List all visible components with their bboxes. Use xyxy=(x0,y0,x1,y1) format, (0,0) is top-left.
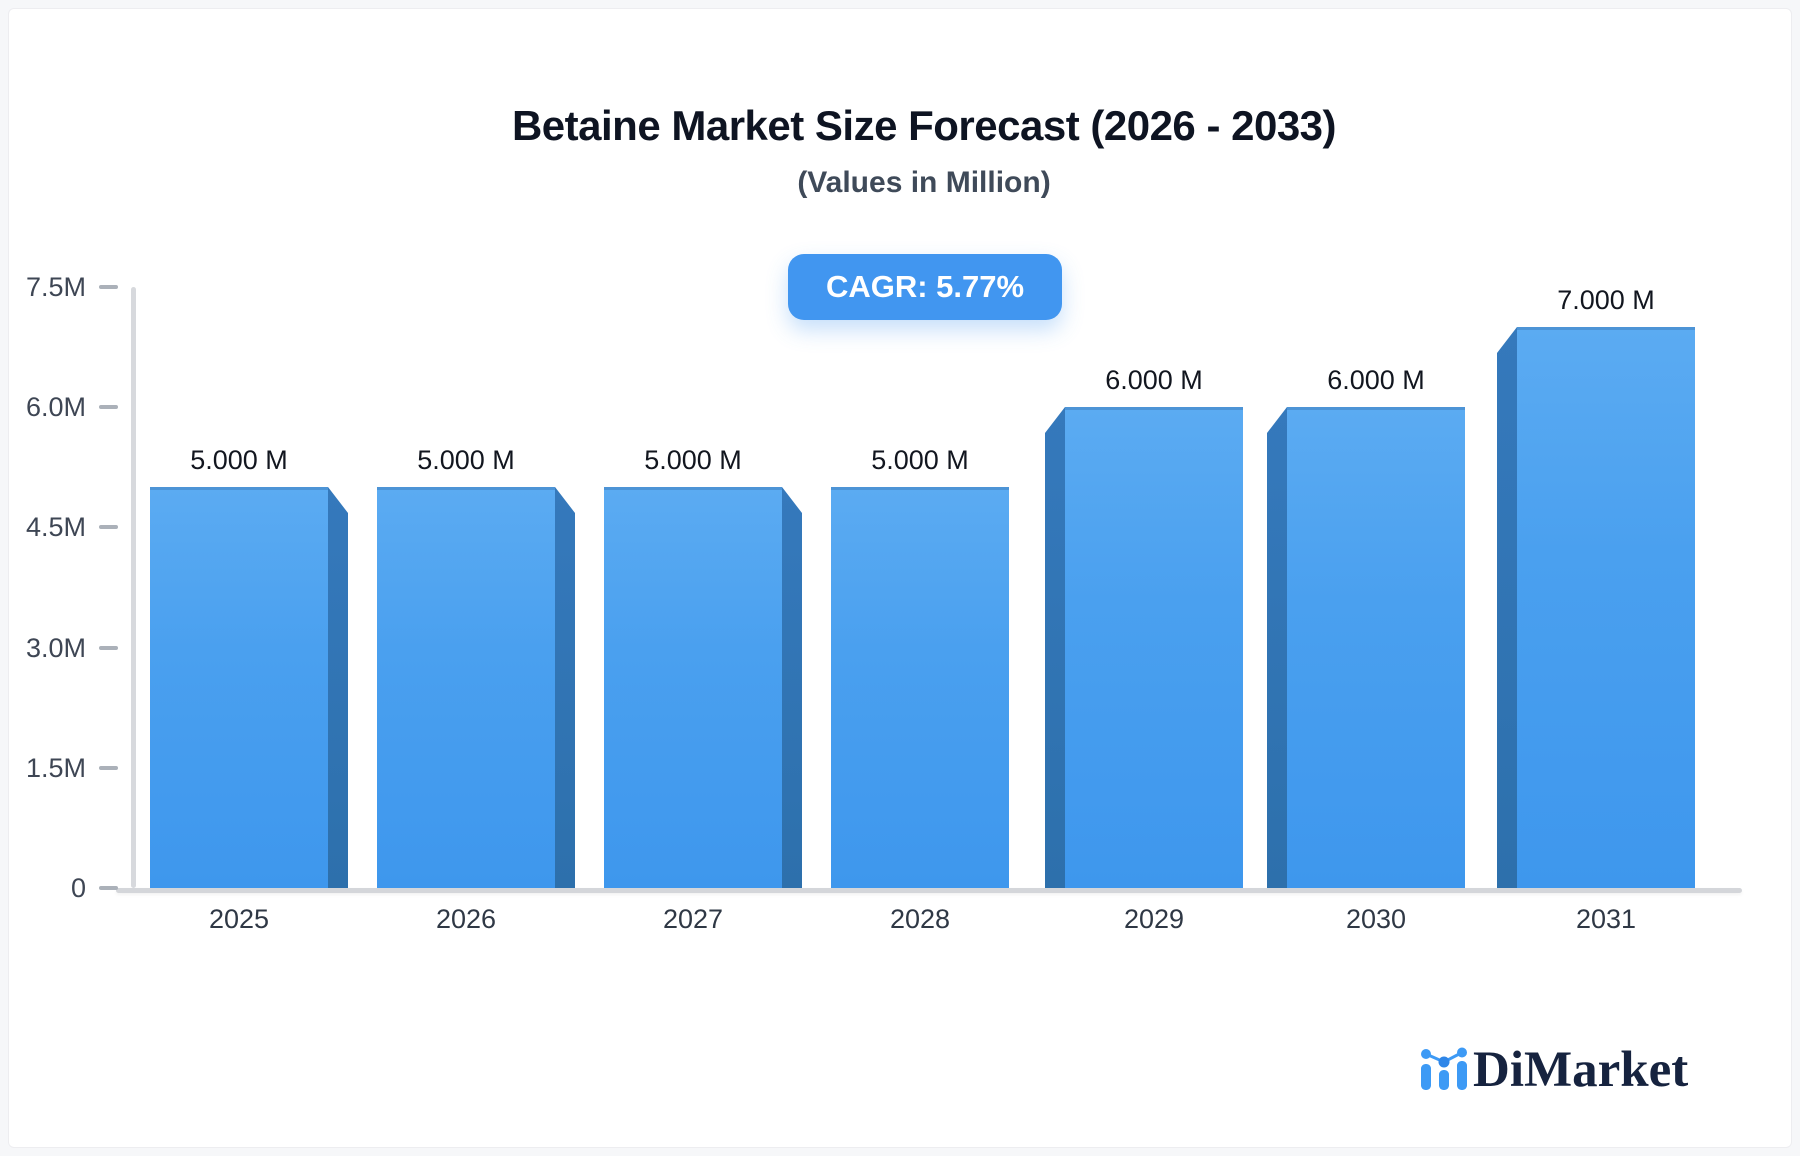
bar-2025 xyxy=(150,487,328,888)
bar-value-label-2031: 7.000 M xyxy=(1557,285,1655,315)
bar-value-label-2026: 5.000 M xyxy=(417,445,515,475)
bar-2027 xyxy=(604,487,782,888)
x-axis-line xyxy=(116,888,1742,893)
bar-2031 xyxy=(1517,327,1695,888)
y-axis-label: 4.5M xyxy=(25,512,86,543)
y-axis-label: 0 xyxy=(70,873,86,903)
bar-2026 xyxy=(377,487,555,888)
y-axis-tick xyxy=(99,765,118,770)
bar-side-face-2031 xyxy=(1497,327,1517,888)
y-axis-label: 1.5M xyxy=(25,752,86,783)
cagr-badge: CAGR: 5.77% xyxy=(788,254,1062,320)
y-axis-tick xyxy=(99,405,118,410)
cagr-badge-label: CAGR: 5.77% xyxy=(825,269,1025,304)
bar-side-face-2030 xyxy=(1267,407,1287,888)
bar-line-chart-icon xyxy=(1421,1047,1467,1090)
y-axis-label: 6.0M xyxy=(25,392,86,423)
bar-side-face-2026 xyxy=(555,487,575,888)
y-axis-tick xyxy=(99,285,118,289)
x-axis-label-2030: 2030 xyxy=(1345,904,1407,934)
y-axis-tick xyxy=(99,645,118,650)
bar-value-label-2030: 6.000 M xyxy=(1327,365,1425,395)
bar-2030 xyxy=(1287,407,1465,888)
x-axis-label-2031: 2031 xyxy=(1575,904,1637,934)
x-axis-label-2026: 2026 xyxy=(435,904,497,934)
y-axis-label: 7.5M xyxy=(25,272,86,302)
chart-title: Betaine Market Size Forecast (2026 - 203… xyxy=(511,102,1337,149)
bar-side-face-2025 xyxy=(328,487,348,888)
bar-side-face-2029 xyxy=(1045,407,1065,888)
x-axis-label-2029: 2029 xyxy=(1123,904,1185,934)
bar-value-label-2029: 6.000 M xyxy=(1105,365,1203,395)
bar-value-label-2028: 5.000 M xyxy=(871,445,969,475)
dimarket-logo: DiMarket xyxy=(1418,1040,1778,1110)
dimarket-logo-text: DiMarket xyxy=(1473,1042,1689,1098)
y-axis-tick xyxy=(99,525,118,530)
bar-side-face-2027 xyxy=(782,487,802,888)
x-axis-label-2025: 2025 xyxy=(208,904,270,934)
bar-2028 xyxy=(831,487,1009,888)
bar-value-label-2025: 5.000 M xyxy=(190,445,288,475)
y-axis-tick xyxy=(99,886,118,890)
x-axis-label-2028: 2028 xyxy=(889,904,951,934)
y-axis-line xyxy=(131,287,136,888)
chart-subtitle: (Values in Million) xyxy=(797,166,1051,199)
bar-value-label-2027: 5.000 M xyxy=(644,445,742,475)
x-axis-label-2027: 2027 xyxy=(662,904,724,934)
y-axis-label: 3.0M xyxy=(25,632,86,663)
bar-2029 xyxy=(1065,407,1243,888)
